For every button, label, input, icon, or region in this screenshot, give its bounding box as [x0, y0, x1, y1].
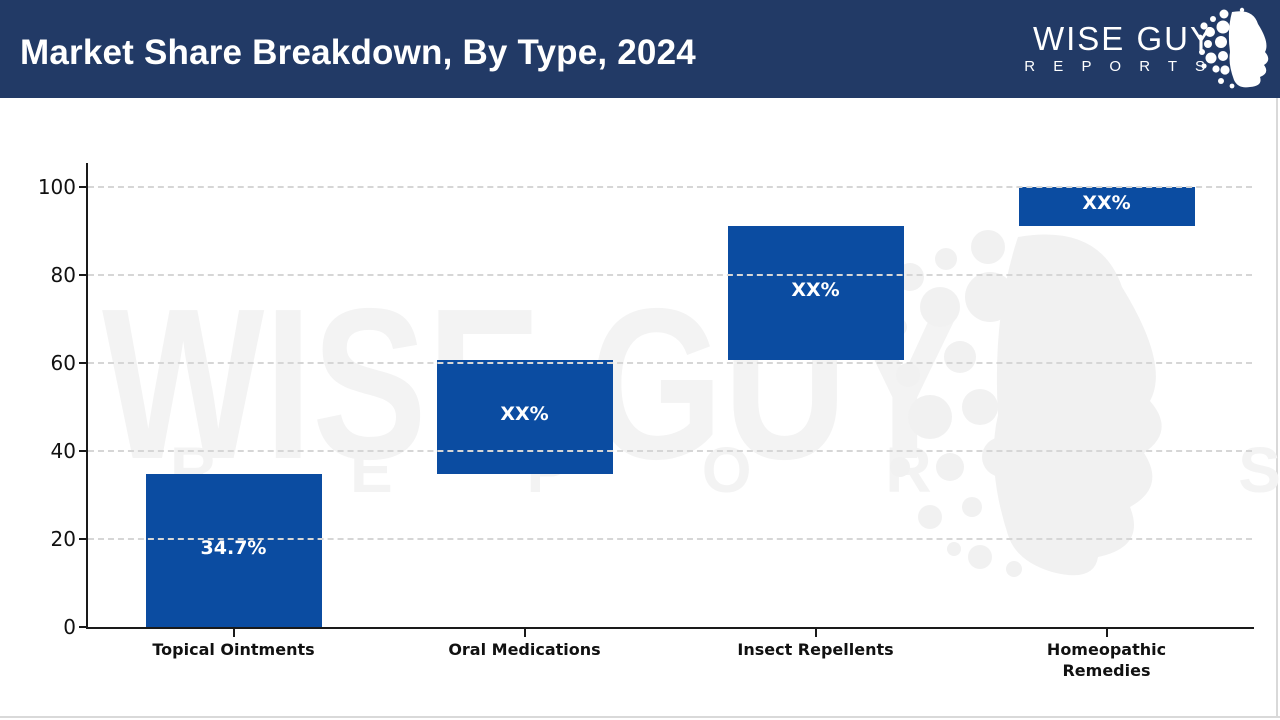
y-tick-mark — [79, 450, 88, 452]
chart-title: Market Share Breakdown, By Type, 2024 — [20, 33, 696, 72]
y-tick-mark — [79, 186, 88, 188]
x-tick-mark — [814, 629, 817, 637]
grid-line — [88, 186, 1252, 188]
grid-line — [88, 538, 1252, 540]
y-tick-label: 40 — [50, 439, 76, 463]
bar-segment — [436, 359, 613, 475]
y-tick-label: 80 — [50, 263, 76, 287]
y-tick-label: 0 — [63, 615, 76, 639]
y-tick-mark — [79, 626, 88, 628]
logo-dotted-head-icon — [1197, 7, 1269, 89]
panel-bottom-border — [0, 716, 1280, 718]
watermark-dotted-head-icon — [889, 230, 1162, 577]
bar-value-label: XX% — [500, 403, 549, 426]
category-label: Topical Ointments — [152, 640, 315, 659]
x-axis-line — [86, 627, 1254, 629]
y-tick-label: 20 — [50, 527, 76, 551]
bar-segment — [1018, 187, 1195, 226]
bar-value-label: 34.7% — [200, 536, 267, 559]
grid-line — [88, 362, 1252, 364]
bar-segment — [727, 225, 904, 360]
panel-right-border — [1276, 98, 1278, 718]
grid-line — [88, 274, 1252, 276]
y-tick-label: 100 — [37, 175, 76, 199]
category-label: Homeopathic Remedies — [1046, 640, 1167, 680]
wiseguy-logo-text: WISE GUY R E P O R T S — [1024, 20, 1214, 75]
x-tick-mark — [1105, 629, 1108, 637]
bar-value-label: XX% — [791, 278, 840, 301]
y-axis-line — [86, 163, 88, 629]
logo-reports-label: R E P O R T S — [1024, 57, 1212, 75]
grid-line — [88, 450, 1252, 452]
y-tick-mark — [79, 274, 88, 276]
bar-value-label: XX% — [1082, 192, 1131, 215]
y-tick-label: 60 — [50, 351, 76, 375]
logo-wiseguy-label: WISE GUY — [1032, 20, 1214, 57]
x-tick-mark — [232, 629, 235, 637]
category-label: Oral Medications — [448, 640, 601, 659]
x-tick-mark — [523, 629, 526, 637]
y-tick-mark — [79, 538, 88, 540]
header-bar: Market Share Breakdown, By Type, 2024 WI… — [0, 0, 1280, 98]
bar-segment — [145, 474, 322, 627]
category-label: Insect Repellents — [737, 640, 894, 659]
y-tick-mark — [79, 362, 88, 364]
